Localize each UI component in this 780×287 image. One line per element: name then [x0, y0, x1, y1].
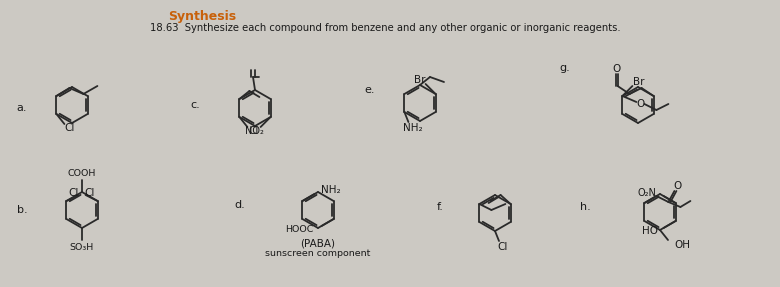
- Text: Cl: Cl: [498, 242, 509, 252]
- Text: HO: HO: [642, 226, 658, 236]
- Text: Cl: Cl: [84, 188, 95, 198]
- Text: Cl: Cl: [68, 188, 79, 198]
- Text: a.: a.: [16, 103, 27, 113]
- Text: HOOC: HOOC: [285, 226, 314, 234]
- Text: O₂N: O₂N: [638, 188, 657, 198]
- Text: d.: d.: [235, 200, 246, 210]
- Text: Cl: Cl: [64, 123, 75, 133]
- Text: O: O: [612, 64, 621, 74]
- Text: NH₂: NH₂: [321, 185, 341, 195]
- Text: O: O: [673, 181, 682, 191]
- Text: OH: OH: [674, 240, 690, 250]
- Text: e.: e.: [365, 85, 375, 95]
- Text: g.: g.: [559, 63, 570, 73]
- Text: NO₂: NO₂: [245, 126, 264, 136]
- Text: (PABA): (PABA): [300, 239, 335, 249]
- Text: h.: h.: [580, 202, 590, 212]
- Text: sunscreen component: sunscreen component: [265, 249, 370, 259]
- Text: c.: c.: [190, 100, 200, 110]
- Text: SO₃H: SO₃H: [70, 243, 94, 251]
- Text: NH₂: NH₂: [402, 123, 422, 133]
- Text: O: O: [636, 99, 644, 109]
- Text: COOH: COOH: [68, 168, 96, 177]
- Text: Br: Br: [414, 75, 425, 85]
- Text: Br: Br: [633, 77, 644, 87]
- Text: f.: f.: [437, 202, 444, 212]
- Text: 18.63  Synthesize each compound from benzene and any other organic or inorganic : 18.63 Synthesize each compound from benz…: [150, 23, 621, 33]
- Text: Cl: Cl: [248, 126, 259, 136]
- Text: Synthesis: Synthesis: [168, 10, 236, 23]
- Text: b.: b.: [16, 205, 27, 215]
